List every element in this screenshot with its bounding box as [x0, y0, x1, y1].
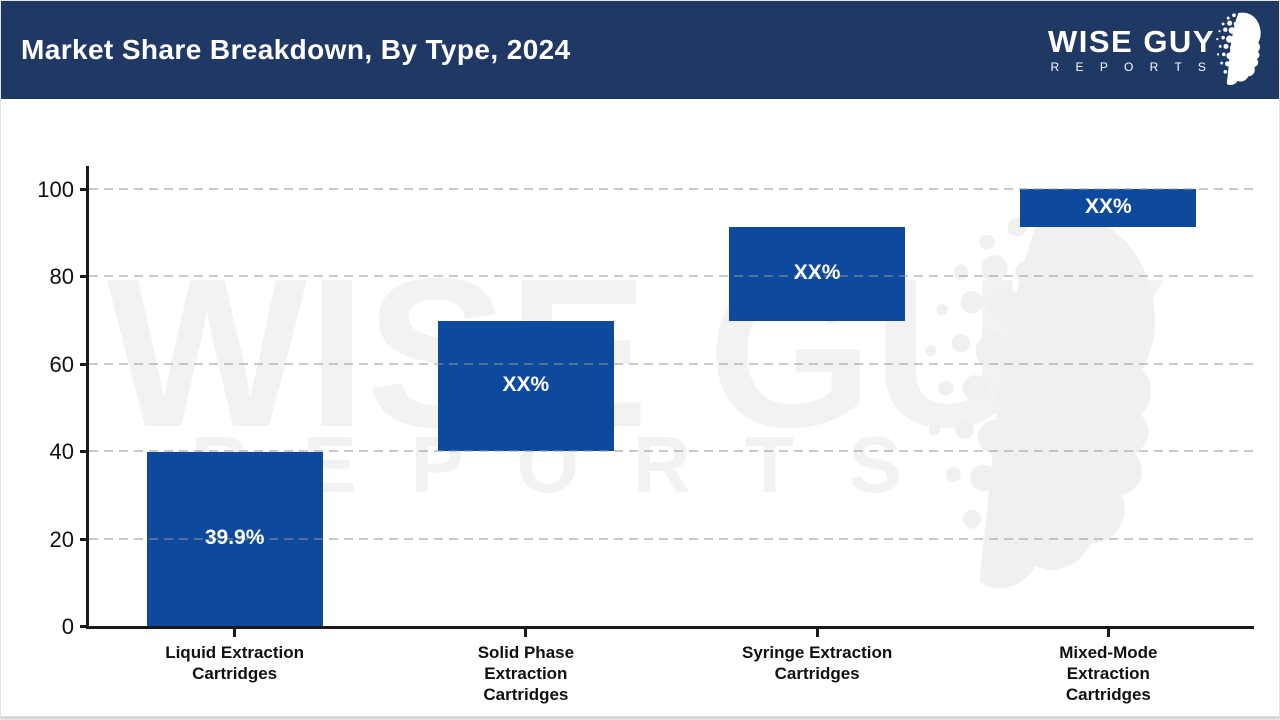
category-label-line: Cartridges	[192, 664, 278, 683]
category-label-line: Mixed-Mode	[1059, 643, 1158, 662]
y-tick-mark	[80, 275, 89, 279]
category-label-line: Syringe Extraction	[742, 643, 893, 662]
gridline-80	[89, 275, 1254, 278]
category-label-line: Liquid Extraction	[165, 643, 305, 662]
category-label: Mixed-Mode Extraction Cartridges	[998, 642, 1218, 705]
y-tick-label: 80	[49, 264, 74, 290]
category-tick-mark	[1106, 629, 1110, 637]
gridline-20	[89, 537, 1254, 540]
bar-value-label: 39.9%	[204, 525, 265, 549]
y-tick-label: 0	[61, 614, 74, 639]
category-label: Syringe Extraction Cartridges	[707, 642, 927, 684]
y-tick-label: 100	[37, 177, 74, 202]
logo-text: WISE GUY R E P O R T S	[1048, 26, 1215, 74]
bottom-divider	[1, 716, 1279, 719]
bar-value-label: XX%	[793, 260, 841, 284]
bar-value-label: XX%	[502, 373, 550, 397]
y-tick-label: 60	[49, 351, 74, 377]
y-tick-mark	[80, 625, 89, 628]
category-label: Solid Phase Extraction Cartridges	[416, 642, 636, 705]
y-tick-label: 40	[49, 439, 74, 465]
gridline-100	[89, 188, 1254, 190]
y-tick-mark	[80, 450, 89, 454]
header: Market Share Breakdown, By Type, 2024 WI…	[1, 1, 1279, 99]
category-label-line: Extraction	[1066, 664, 1150, 683]
bar-segment	[437, 321, 614, 452]
bar-value-label: XX%	[1085, 194, 1132, 218]
category-tick-mark	[233, 629, 237, 637]
logo-subtitle: R E P O R T S	[1050, 59, 1213, 74]
y-tick-mark	[80, 362, 89, 366]
category-label: Liquid Extraction Cartridges	[125, 642, 345, 684]
category-label-line: Cartridges	[483, 685, 569, 704]
category-tick-mark	[815, 629, 819, 637]
y-tick-label: 20	[49, 526, 74, 552]
category-label-line: Cartridges	[774, 664, 860, 683]
category-tick-mark	[524, 629, 528, 637]
gridline-60	[89, 362, 1254, 365]
bar-segment	[1020, 189, 1197, 227]
wiseguy-logo: WISE GUY R E P O R T S	[1048, 10, 1263, 90]
category-label-line: Solid Phase	[477, 643, 575, 662]
x-axis	[86, 626, 1254, 629]
y-axis	[86, 166, 89, 629]
gridline-40	[89, 450, 1254, 453]
category-label-line: Cartridges	[1065, 685, 1151, 704]
bar-segment	[729, 226, 906, 322]
chart-title: Market Share Breakdown, By Type, 2024	[21, 34, 571, 65]
category-label-line: Extraction	[484, 664, 568, 683]
y-tick-mark	[80, 188, 89, 191]
y-tick-mark	[80, 537, 89, 541]
logo-wordmark: WISE GUY	[1047, 24, 1215, 60]
logo-face-icon	[1216, 12, 1261, 86]
